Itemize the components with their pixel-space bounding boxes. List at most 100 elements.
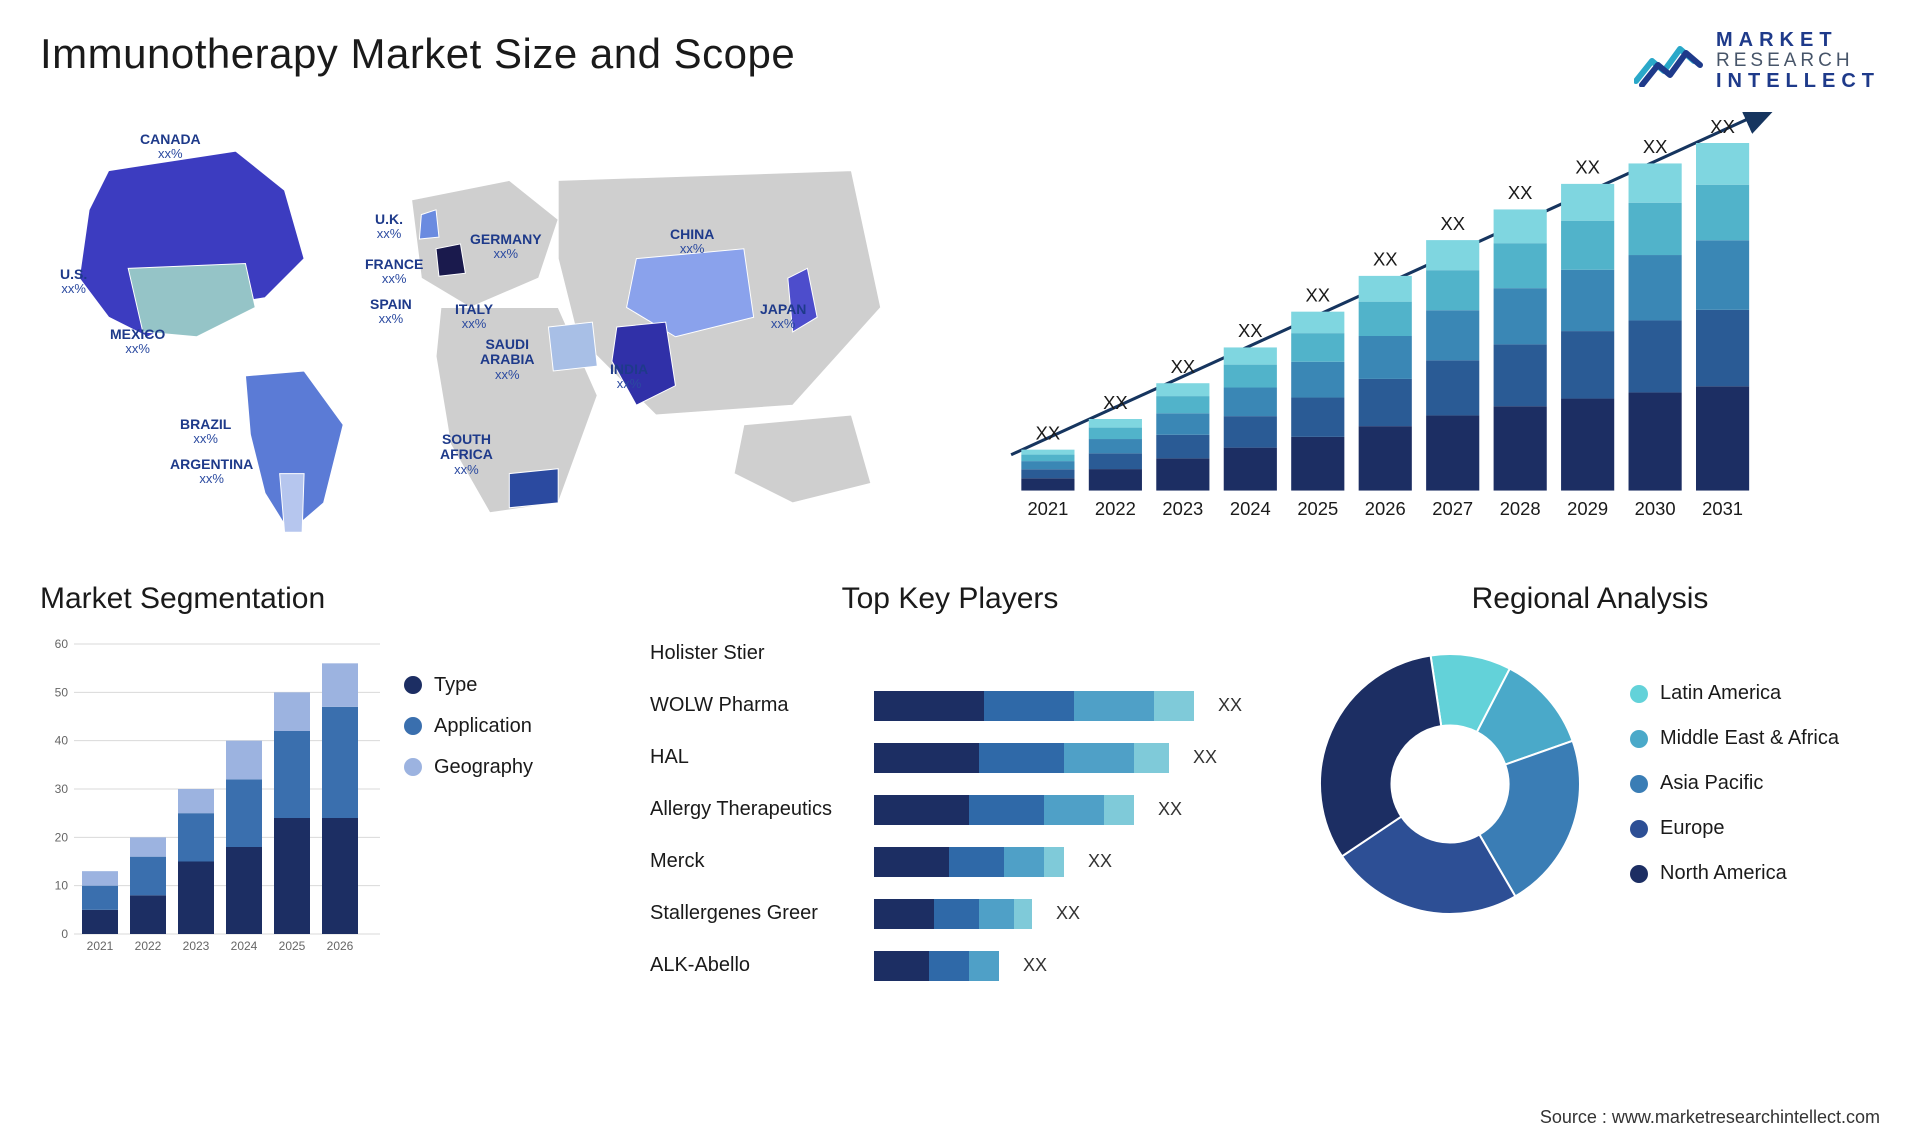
growth-bar-seg (1494, 209, 1547, 243)
legend-swatch-icon (1630, 775, 1648, 793)
map-region-argentina (280, 474, 304, 533)
map-label-france: FRANCExx% (365, 257, 423, 287)
growth-bar-seg (1561, 331, 1614, 398)
map-label-china: CHINAxx% (670, 227, 714, 257)
kp-row: Holister Stier (650, 634, 1270, 674)
reg-legend-item: Europe (1630, 817, 1839, 840)
seg-bar-segment (322, 818, 358, 934)
world-map-panel: CANADAxx%U.S.xx%MEXICOxx%BRAZILxx%ARGENT… (40, 112, 920, 542)
kp-bar-segment (1064, 743, 1134, 773)
map-region-saudi (548, 322, 597, 371)
seg-ytick-label: 30 (55, 782, 69, 796)
growth-bar-top-label: XX (1508, 182, 1533, 203)
donut-segment (1320, 655, 1441, 856)
growth-bar-seg (1359, 379, 1412, 426)
seg-bar-segment (178, 789, 214, 813)
kp-bar-segment (874, 847, 949, 877)
kp-bar (874, 795, 1134, 825)
growth-bar-seg (1494, 243, 1547, 288)
growth-bar-year-label: 2025 (1297, 498, 1338, 519)
seg-bar-segment (226, 741, 262, 780)
growth-bar-seg (1696, 240, 1749, 310)
growth-bar-top-label: XX (1171, 356, 1196, 377)
growth-bar-seg (1021, 450, 1074, 455)
growth-bar-year-label: 2021 (1027, 498, 1068, 519)
map-label-south-africa: SOUTHAFRICAxx% (440, 432, 493, 477)
kp-bar-segment (1154, 691, 1194, 721)
kp-bar-segment (874, 899, 934, 929)
legend-label: Geography (434, 756, 533, 779)
growth-bar-seg (1224, 416, 1277, 447)
legend-label: Middle East & Africa (1660, 727, 1839, 750)
regional-donut-chart (1300, 634, 1600, 934)
growth-bar-seg (1629, 203, 1682, 255)
growth-bar-top-label: XX (1575, 157, 1600, 178)
growth-bar-year-label: 2024 (1230, 498, 1271, 519)
kp-bar-segment (929, 951, 969, 981)
growth-bar-seg (1224, 365, 1277, 388)
growth-bar-seg (1291, 333, 1344, 362)
key-players-panel: Top Key Players Holister StierWOLW Pharm… (630, 582, 1270, 1022)
kp-value-label: XX (1088, 851, 1112, 872)
kp-row: Merck XX (650, 842, 1270, 882)
legend-label: Application (434, 715, 532, 738)
kp-value-label: XX (1056, 903, 1080, 924)
growth-chart-panel: XX2021XX2022XX2023XX2024XX2025XX2026XX20… (960, 112, 1880, 542)
map-region-australia (734, 415, 871, 503)
growth-bar-seg (1359, 426, 1412, 490)
growth-bar-seg (1291, 437, 1344, 491)
kp-bar-segment (1044, 795, 1104, 825)
kp-bar-segment (1104, 795, 1134, 825)
growth-bar-seg (1696, 310, 1749, 386)
map-region-france (436, 244, 465, 276)
reg-legend-item: North America (1630, 862, 1839, 885)
kp-value-label: XX (1193, 747, 1217, 768)
growth-bar-seg (1156, 458, 1209, 490)
kp-bar-segment (1004, 847, 1044, 877)
kp-label: Merck (650, 850, 860, 873)
growth-bar-year-label: 2031 (1702, 498, 1743, 519)
seg-bar-segment (274, 818, 310, 934)
kp-bar (874, 951, 999, 981)
logo-mark-icon (1634, 35, 1704, 87)
seg-bar-segment (226, 847, 262, 934)
growth-bar-seg (1426, 310, 1479, 360)
growth-bar-year-label: 2022 (1095, 498, 1136, 519)
kp-row: ALK-AbelloXX (650, 946, 1270, 986)
seg-legend-item: Application (404, 715, 533, 738)
map-label-argentina: ARGENTINAxx% (170, 457, 253, 487)
growth-bar-top-label: XX (1643, 136, 1668, 157)
kp-bar-segment (949, 847, 1004, 877)
seg-bar-segment (322, 707, 358, 818)
kp-bar-segment (979, 743, 1064, 773)
regional-donut-wrap (1300, 634, 1600, 934)
growth-bar-seg (1156, 413, 1209, 434)
growth-bar-seg (1089, 428, 1142, 439)
map-label-germany: GERMANYxx% (470, 232, 542, 262)
kp-row: Allergy TherapeuticsXX (650, 790, 1270, 830)
kp-bar-segment (874, 691, 984, 721)
seg-ytick-label: 50 (55, 685, 69, 699)
seg-bar-segment (130, 837, 166, 856)
segmentation-body: 0102030405060202120222023202420252026 Ty… (40, 634, 600, 964)
kp-bar (874, 899, 1032, 929)
growth-bar-seg (1629, 392, 1682, 490)
legend-label: Latin America (1660, 682, 1781, 705)
kp-label: Allergy Therapeutics (650, 798, 860, 821)
key-players-title: Top Key Players (630, 582, 1270, 616)
map-label-italy: ITALYxx% (455, 302, 493, 332)
seg-bar-segment (274, 731, 310, 818)
map-label-brazil: BRAZILxx% (180, 417, 231, 447)
growth-bar-seg (1224, 347, 1277, 364)
page-title: Immunotherapy Market Size and Scope (40, 30, 795, 78)
map-label-india: INDIAxx% (610, 362, 648, 392)
growth-bar-seg (1561, 184, 1614, 221)
map-region-south-africa (509, 469, 558, 508)
seg-bar-segment (226, 779, 262, 847)
kp-bar-segment (1014, 899, 1032, 929)
reg-legend-item: Latin America (1630, 682, 1839, 705)
map-label-canada: CANADAxx% (140, 132, 201, 162)
growth-bar-year-label: 2023 (1162, 498, 1203, 519)
kp-bar-segment (1074, 691, 1154, 721)
growth-bar-seg (1494, 406, 1547, 490)
